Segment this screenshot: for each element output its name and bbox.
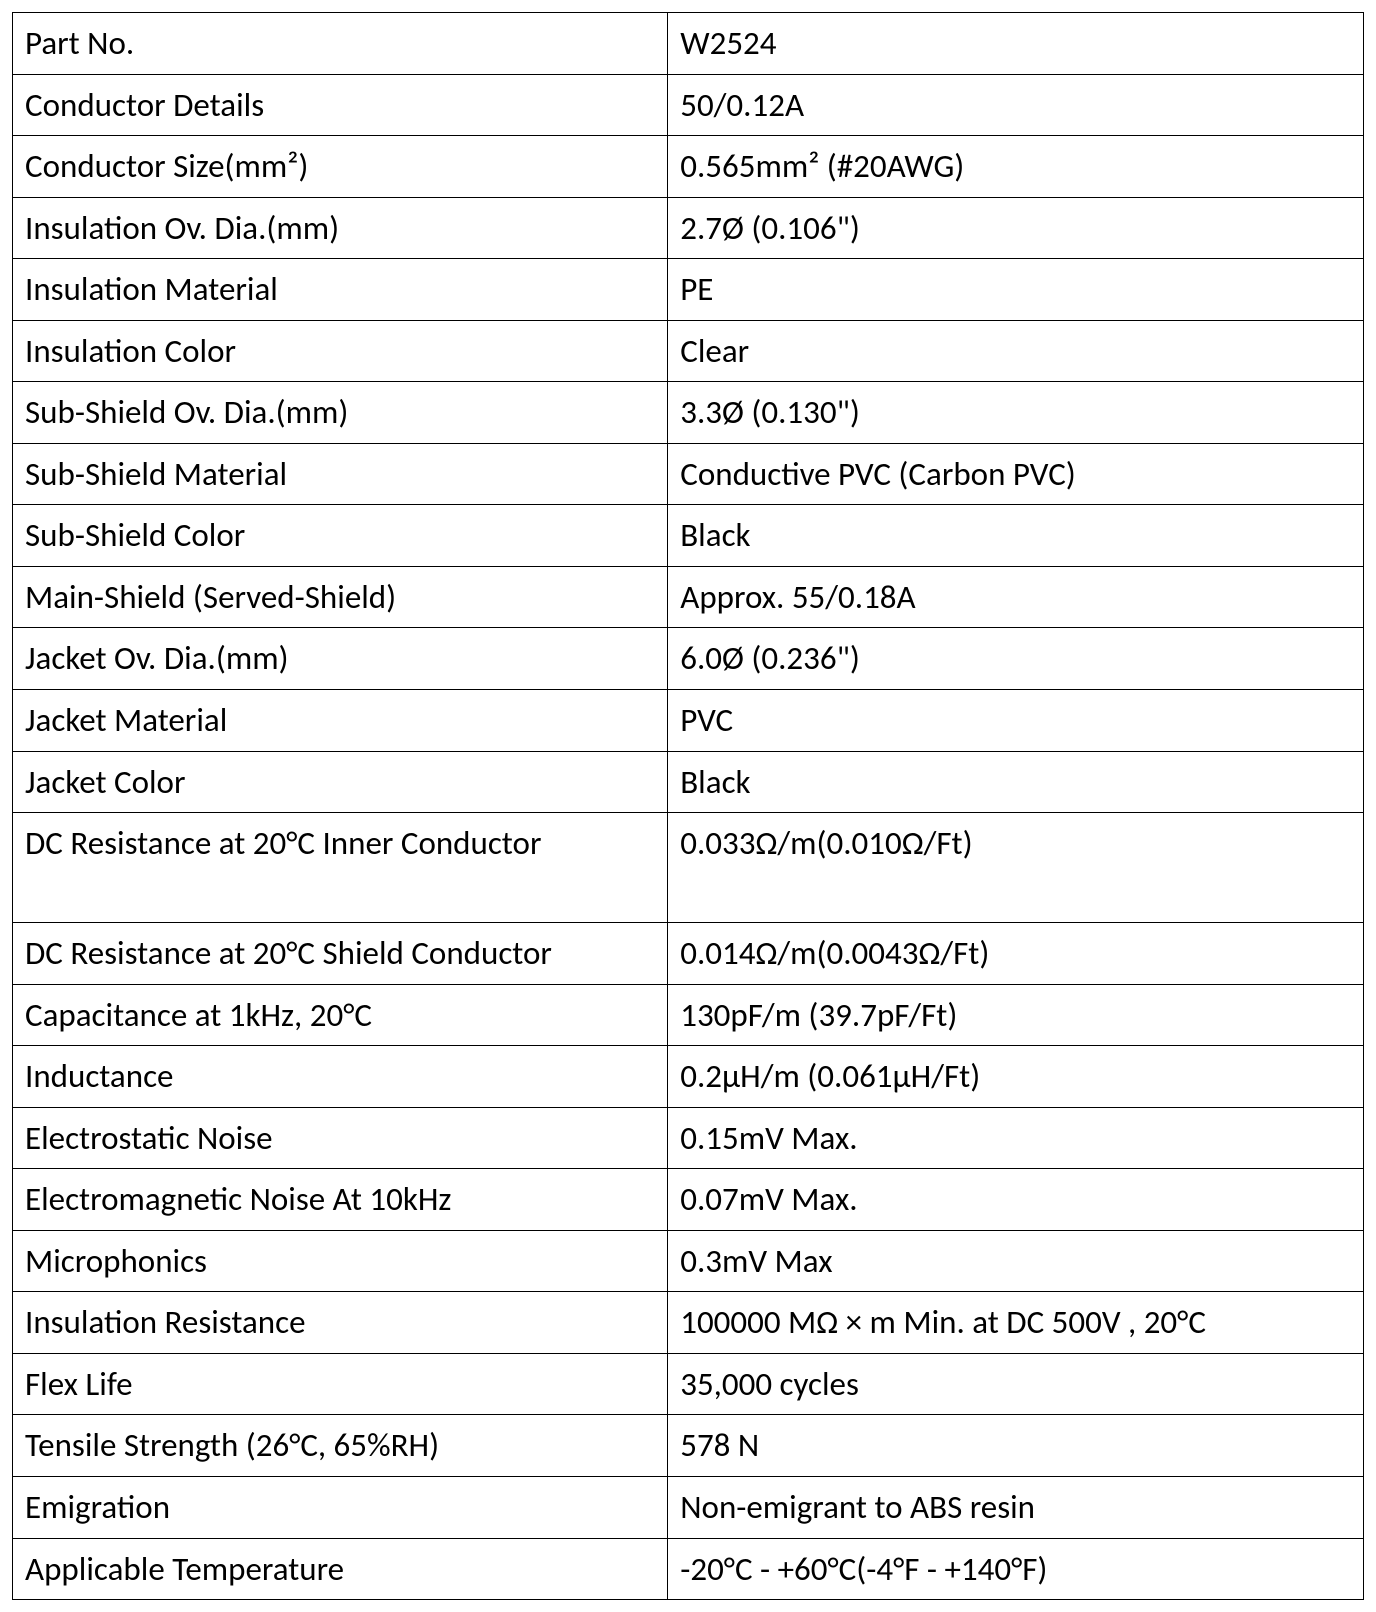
table-row: Part No.W2524	[13, 13, 1364, 75]
spec-value: -20°C - +60°C(-4°F - +140°F)	[668, 1538, 1364, 1600]
table-row: Capacitance at 1kHz, 20°C130pF/m (39.7pF…	[13, 984, 1364, 1046]
spec-label: Electrostatic Noise	[13, 1107, 668, 1169]
spec-label: Applicable Temperature	[13, 1538, 668, 1600]
spec-label: Electromagnetic Noise At 10kHz	[13, 1169, 668, 1231]
table-row: Insulation ColorClear	[13, 320, 1364, 382]
spec-label: Sub-Shield Material	[13, 443, 668, 505]
spec-label: DC Resistance at 20°C Shield Conductor	[13, 923, 668, 985]
spec-label: Insulation Color	[13, 320, 668, 382]
table-row: Conductor Details50/0.12A	[13, 74, 1364, 136]
spec-value: 578 N	[668, 1415, 1364, 1477]
spec-value: 0.014Ω/m(0.0043Ω/Ft)	[668, 923, 1364, 985]
spec-value: 0.565mm² (#20AWG)	[668, 136, 1364, 198]
spec-label: Microphonics	[13, 1230, 668, 1292]
spec-label: Part No.	[13, 13, 668, 75]
spec-value: 2.7Ø (0.106")	[668, 197, 1364, 259]
spec-label: Sub-Shield Color	[13, 505, 668, 567]
spec-value: 0.2µH/m (0.061µH/Ft)	[668, 1046, 1364, 1108]
spec-value: Non-emigrant to ABS resin	[668, 1477, 1364, 1539]
table-row: Electromagnetic Noise At 10kHz0.07mV Max…	[13, 1169, 1364, 1231]
spec-label: Capacitance at 1kHz, 20°C	[13, 984, 668, 1046]
spec-value: Conductive PVC (Carbon PVC)	[668, 443, 1364, 505]
spec-value: 0.3mV Max	[668, 1230, 1364, 1292]
table-row: Conductor Size(mm²)0.565mm² (#20AWG)	[13, 136, 1364, 198]
table-row: DC Resistance at 20°C Inner Conductor0.0…	[13, 813, 1364, 923]
spec-label: Tensile Strength (26°C, 65%RH)	[13, 1415, 668, 1477]
table-row: Inductance0.2µH/m (0.061µH/Ft)	[13, 1046, 1364, 1108]
spec-value: PVC	[668, 690, 1364, 752]
spec-label: Conductor Details	[13, 74, 668, 136]
table-row: Insulation Ov. Dia.(mm)2.7Ø (0.106")	[13, 197, 1364, 259]
spec-value: 3.3Ø (0.130")	[668, 382, 1364, 444]
spec-label: Conductor Size(mm²)	[13, 136, 668, 198]
spec-label: Sub-Shield Ov. Dia.(mm)	[13, 382, 668, 444]
spec-label: Emigration	[13, 1477, 668, 1539]
spec-value: 0.033Ω/m(0.010Ω/Ft)	[668, 813, 1364, 923]
table-row: Insulation MaterialPE	[13, 259, 1364, 321]
spec-value: Approx. 55/0.18A	[668, 566, 1364, 628]
spec-label: Insulation Material	[13, 259, 668, 321]
table-row: Jacket ColorBlack	[13, 751, 1364, 813]
table-row: DC Resistance at 20°C Shield Conductor0.…	[13, 923, 1364, 985]
spec-label: Insulation Resistance	[13, 1292, 668, 1354]
spec-value: 130pF/m (39.7pF/Ft)	[668, 984, 1364, 1046]
table-row: Jacket Ov. Dia.(mm)6.0Ø (0.236")	[13, 628, 1364, 690]
spec-label: Jacket Color	[13, 751, 668, 813]
spec-value: Black	[668, 751, 1364, 813]
spec-value: PE	[668, 259, 1364, 321]
table-row: Applicable Temperature-20°C - +60°C(-4°F…	[13, 1538, 1364, 1600]
spec-label: DC Resistance at 20°C Inner Conductor	[13, 813, 668, 923]
spec-value: 35,000 cycles	[668, 1353, 1364, 1415]
spec-label: Main-Shield (Served-Shield)	[13, 566, 668, 628]
table-row: Sub-Shield Ov. Dia.(mm)3.3Ø (0.130")	[13, 382, 1364, 444]
spec-value: Black	[668, 505, 1364, 567]
table-row: Insulation Resistance100000 MΩ × m Min. …	[13, 1292, 1364, 1354]
spec-label: Inductance	[13, 1046, 668, 1108]
table-row: Jacket MaterialPVC	[13, 690, 1364, 752]
spec-value: 100000 MΩ × m Min. at DC 500V , 20°C	[668, 1292, 1364, 1354]
spec-value: 6.0Ø (0.236")	[668, 628, 1364, 690]
table-row: Microphonics0.3mV Max	[13, 1230, 1364, 1292]
spec-label: Flex Life	[13, 1353, 668, 1415]
spec-label: Jacket Ov. Dia.(mm)	[13, 628, 668, 690]
table-row: Main-Shield (Served-Shield)Approx. 55/0.…	[13, 566, 1364, 628]
table-row: Sub-Shield MaterialConductive PVC (Carbo…	[13, 443, 1364, 505]
spec-value: W2524	[668, 13, 1364, 75]
spec-label: Insulation Ov. Dia.(mm)	[13, 197, 668, 259]
table-row: Sub-Shield ColorBlack	[13, 505, 1364, 567]
table-row: Electrostatic Noise0.15mV Max.	[13, 1107, 1364, 1169]
spec-value: 0.07mV Max.	[668, 1169, 1364, 1231]
spec-value: 50/0.12A	[668, 74, 1364, 136]
spec-value: Clear	[668, 320, 1364, 382]
table-row: EmigrationNon-emigrant to ABS resin	[13, 1477, 1364, 1539]
spec-value: 0.15mV Max.	[668, 1107, 1364, 1169]
table-row: Tensile Strength (26°C, 65%RH)578 N	[13, 1415, 1364, 1477]
spec-label: Jacket Material	[13, 690, 668, 752]
table-row: Flex Life35,000 cycles	[13, 1353, 1364, 1415]
spec-table-body: Part No.W2524 Conductor Details50/0.12A …	[13, 13, 1364, 1600]
spec-table: Part No.W2524 Conductor Details50/0.12A …	[12, 12, 1364, 1600]
